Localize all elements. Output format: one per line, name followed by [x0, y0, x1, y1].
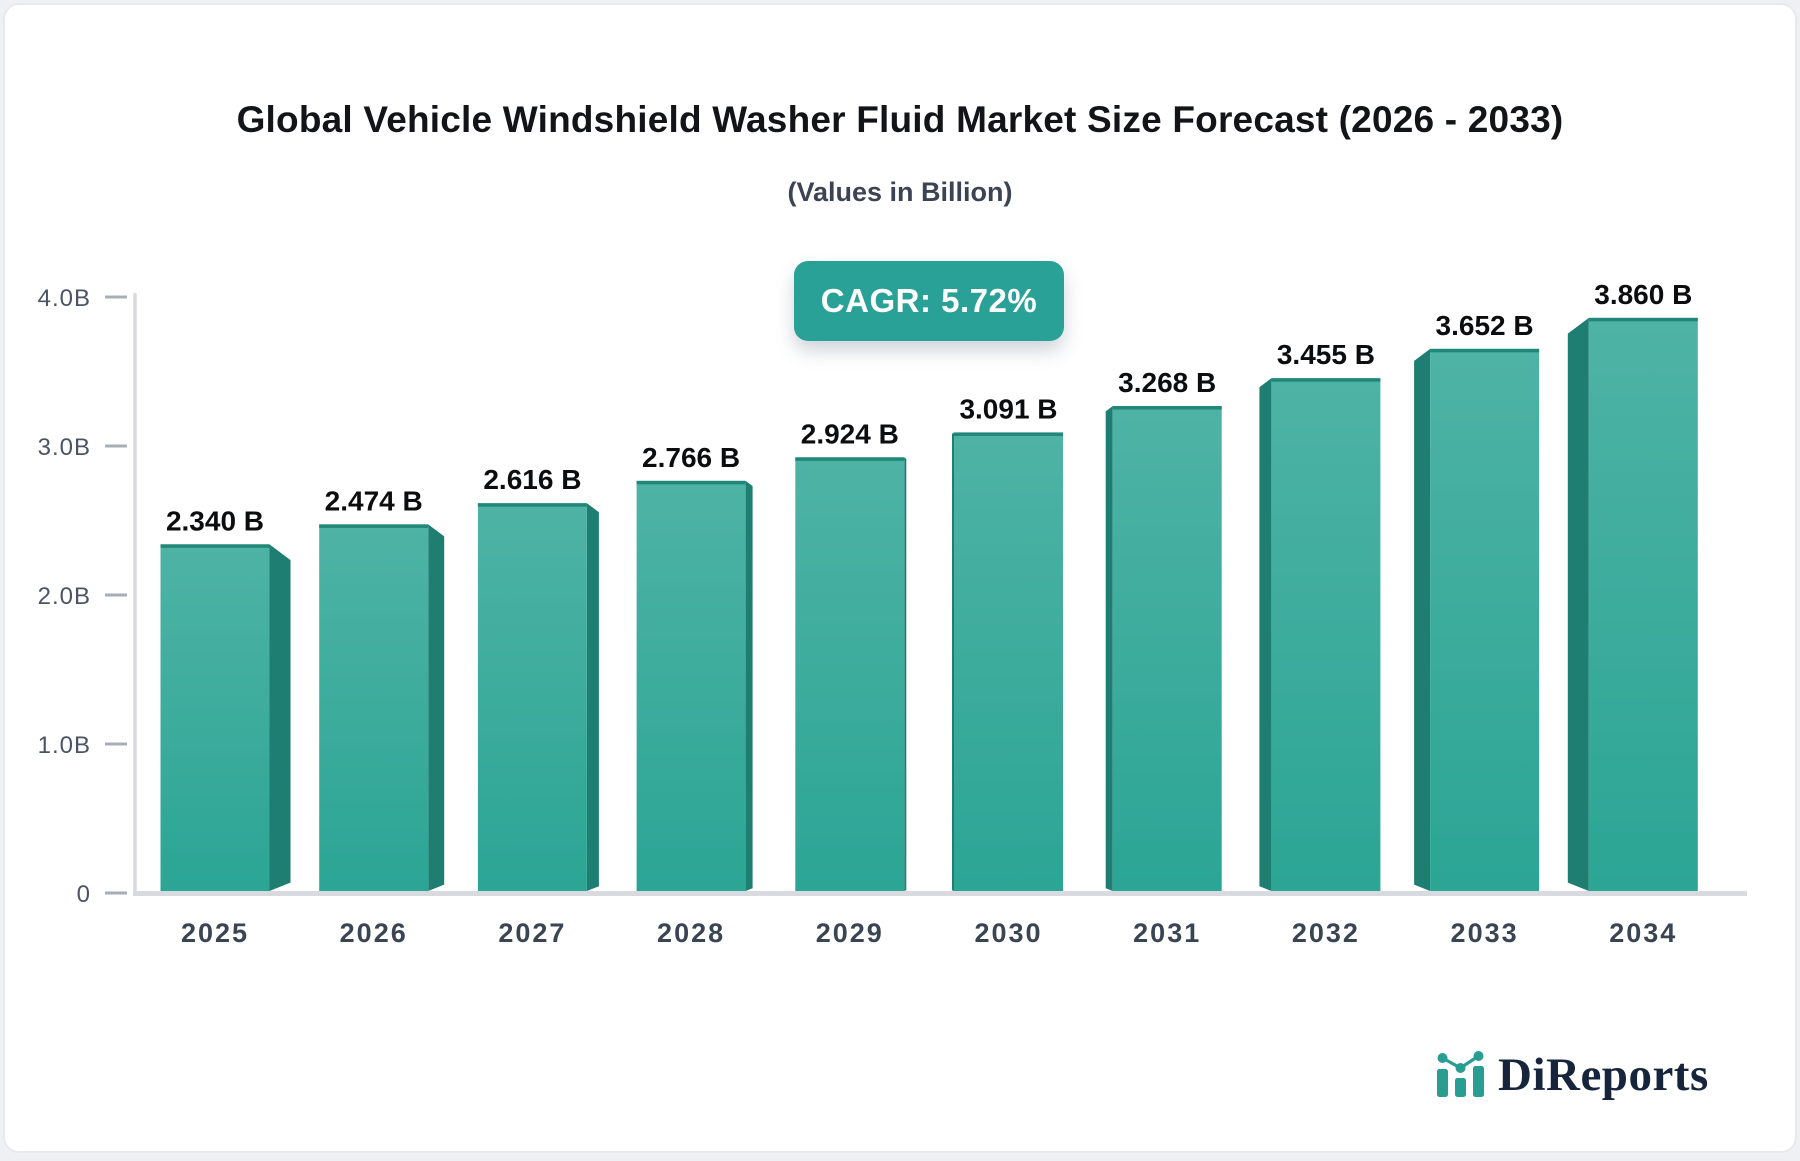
bar-value-label: 2.340 B: [166, 505, 264, 536]
bar-2028: 2.766 B 2028: [637, 442, 753, 948]
bar-side-face: [270, 544, 291, 891]
bar-value-label: 3.860 B: [1594, 279, 1692, 310]
bar-front-face: [319, 524, 428, 891]
x-axis-label: 2032: [1292, 918, 1360, 948]
x-axis-label: 2033: [1451, 918, 1519, 948]
chart-card: Global Vehicle Windshield Washer Fluid M…: [3, 3, 1797, 1153]
bar-front-face: [1430, 349, 1539, 891]
bar-value-label: 2.766 B: [642, 442, 740, 473]
bar-side-face: [1568, 318, 1589, 891]
x-axis-label: 2031: [1133, 918, 1201, 948]
bar-2031: 3.268 B 2031: [1106, 367, 1222, 948]
x-axis-label: 2034: [1609, 918, 1677, 948]
y-tick-label: 3.0B: [38, 434, 91, 461]
bar-top-edge: [637, 481, 746, 485]
bar-top-edge: [954, 432, 1063, 436]
mini-bar-chart-icon: [1435, 1051, 1489, 1099]
bar-front-face: [1589, 318, 1698, 891]
bar-front-face: [1113, 406, 1222, 891]
bar-top-edge: [478, 503, 587, 507]
x-axis-label: 2030: [974, 918, 1042, 948]
brand-logo: DiReports: [1435, 1043, 1709, 1107]
bar-value-label: 2.924 B: [801, 418, 899, 449]
bar-value-label: 3.455 B: [1277, 339, 1375, 370]
bar-top-edge: [319, 524, 428, 528]
bar-2027: 2.616 B 2027: [478, 464, 599, 948]
bar-top-edge: [1430, 349, 1539, 353]
x-axis-label: 2026: [340, 918, 408, 948]
bar-2032: 3.455 B 2032: [1259, 339, 1380, 948]
bar-2034: 3.860 B 2034: [1568, 279, 1698, 948]
bar-side-face: [428, 524, 444, 891]
bar-front-face: [1271, 378, 1380, 891]
bar-front-face: [637, 481, 746, 891]
bar-value-label: 3.268 B: [1118, 367, 1216, 398]
bar-side-face: [952, 432, 954, 891]
bar-top-edge: [1589, 318, 1698, 322]
brand-name: DiReports: [1498, 1048, 1709, 1102]
bar-front-face: [478, 503, 587, 891]
bar-side-face: [1259, 378, 1271, 891]
bar-top-edge: [1113, 406, 1222, 410]
bar-side-face: [746, 481, 753, 891]
bar-top-edge: [795, 457, 904, 461]
bar-front-face: [795, 457, 904, 891]
bar-value-label: 3.091 B: [959, 393, 1057, 424]
bar-front-face: [161, 544, 270, 891]
x-axis-label: 2027: [498, 918, 566, 948]
bar-value-label: 2.474 B: [325, 485, 423, 516]
y-tick-label: 2.0B: [38, 583, 91, 610]
y-tick-label: 1.0B: [38, 732, 91, 759]
bar-2030: 3.091 B 2030: [952, 393, 1063, 948]
y-tick-label: 4.0B: [38, 285, 91, 312]
bar-top-edge: [1271, 378, 1380, 382]
x-axis-label: 2029: [816, 918, 884, 948]
bar-value-label: 2.616 B: [483, 464, 581, 495]
bar-2026: 2.474 B 2026: [319, 485, 444, 948]
x-axis-label: 2025: [181, 918, 249, 948]
bar-front-face: [954, 432, 1063, 891]
bar-side-face: [1414, 349, 1430, 891]
bar-2025: 2.340 B 2025: [161, 505, 291, 948]
bar-2029: 2.924 B 2029: [795, 418, 906, 948]
bar-side-face: [587, 503, 599, 891]
y-tick-label: 0: [77, 881, 91, 908]
bar-side-face: [904, 457, 906, 891]
bar-2033: 3.652 B 2033: [1414, 310, 1539, 948]
bar-value-label: 3.652 B: [1436, 310, 1534, 341]
bar-top-edge: [161, 544, 270, 548]
x-axis-label: 2028: [657, 918, 725, 948]
bar-side-face: [1106, 406, 1113, 891]
